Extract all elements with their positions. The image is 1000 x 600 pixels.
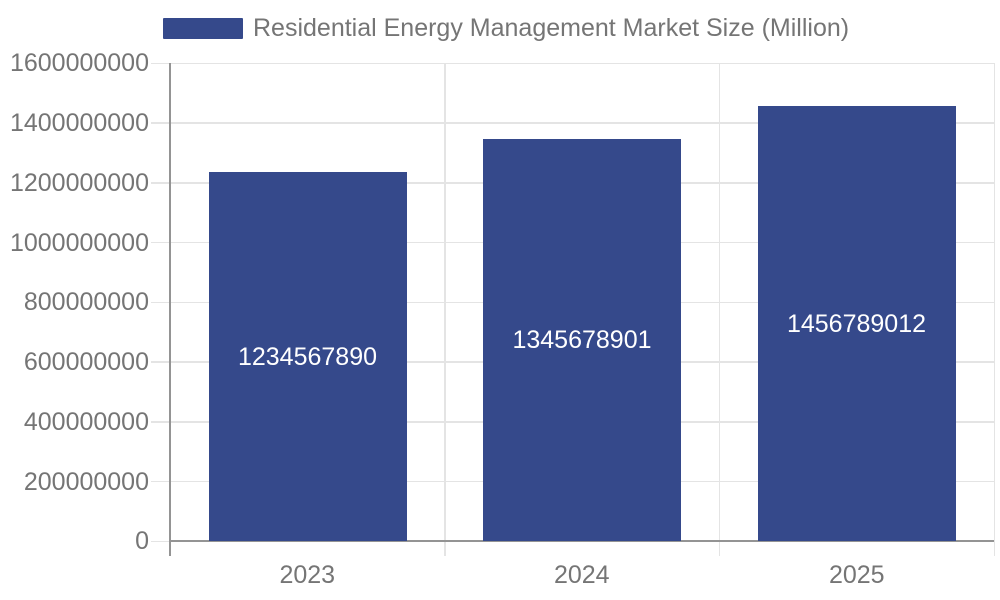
bar-2025 (757, 106, 956, 541)
y-tick-label: 1000000000 (9, 228, 149, 257)
y-axis-line (169, 63, 171, 556)
y-axis-tick (151, 301, 170, 303)
y-axis-tick (151, 62, 170, 64)
y-axis-tick (151, 421, 170, 423)
bar-2023 (208, 172, 407, 541)
legend-item[interactable]: Residential Energy Management Market Siz… (163, 15, 849, 41)
y-tick-label: 600000000 (23, 348, 149, 376)
y-gridline (170, 122, 994, 124)
y-tick-label: 0 (135, 527, 149, 555)
category-gridline (444, 63, 446, 541)
y-gridline (170, 62, 994, 64)
x-tick-label: 2024 (553, 561, 610, 589)
bar-2024 (483, 139, 681, 541)
x-axis-tick (444, 541, 446, 556)
legend-swatch (163, 17, 243, 39)
y-axis-tick (151, 480, 170, 482)
x-tick-label: 2023 (279, 561, 336, 589)
y-tick-label: 1400000000 (9, 109, 149, 137)
bar-value-label: 1456789012 (786, 309, 927, 338)
y-tick-label: 400000000 (23, 407, 149, 436)
x-tick-label: 2025 (828, 561, 885, 589)
y-tick-label: 1200000000 (9, 168, 149, 197)
x-axis-line (170, 540, 994, 542)
y-tick-label: 800000000 (23, 288, 149, 316)
y-axis-tick (151, 361, 170, 363)
plot-right-border (993, 63, 995, 556)
y-axis-tick (151, 122, 170, 124)
y-axis-tick (151, 182, 170, 184)
y-axis-tick (151, 540, 170, 542)
y-axis-tick (151, 241, 170, 243)
legend-label: Residential Energy Management Market Siz… (253, 14, 850, 42)
y-tick-label: 1600000000 (9, 49, 149, 77)
category-gridline (718, 63, 720, 541)
x-axis-tick (718, 541, 720, 556)
bar-value-label: 1345678901 (512, 326, 652, 354)
bar-value-label: 1234567890 (237, 342, 378, 371)
y-tick-label: 200000000 (23, 467, 149, 496)
